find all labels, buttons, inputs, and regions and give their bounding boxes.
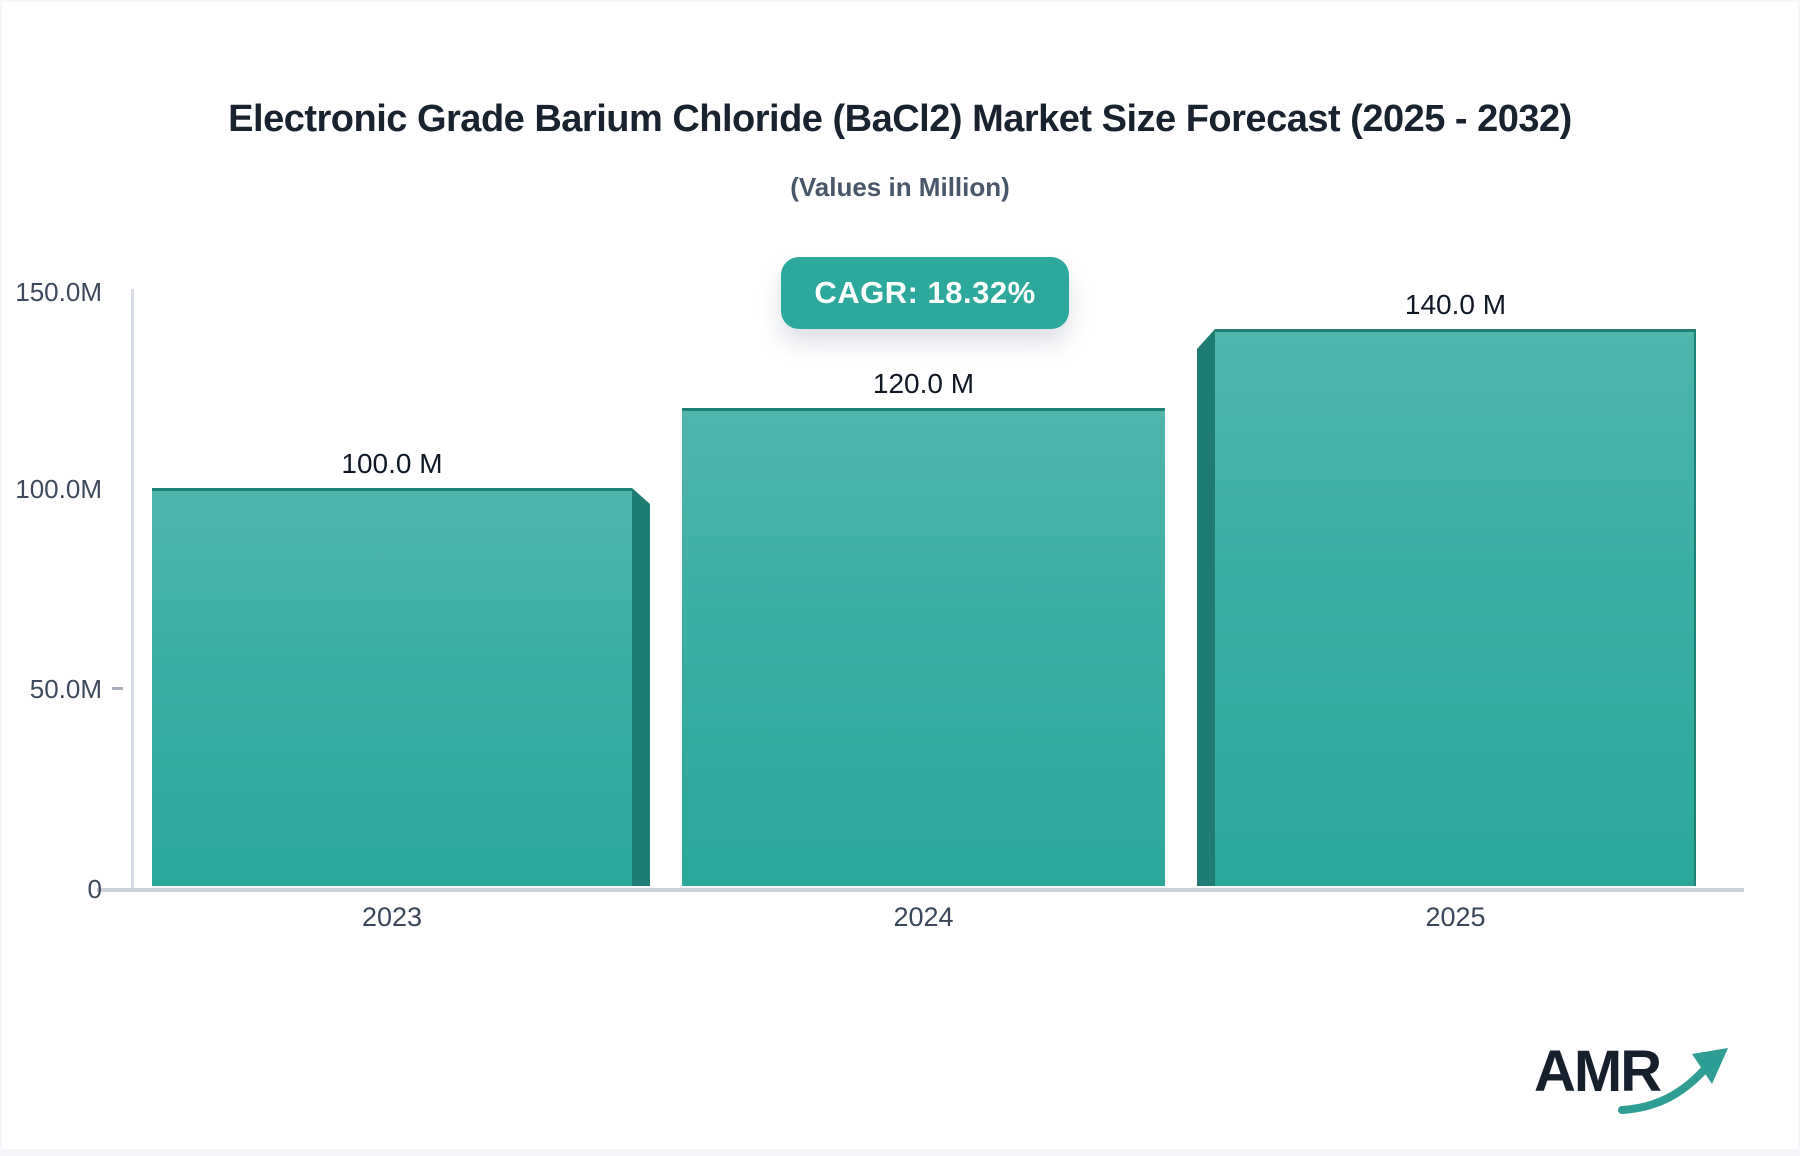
bar-2024[interactable] <box>682 408 1165 886</box>
chart-subtitle: (Values in Million) <box>790 172 1010 202</box>
y-tick-label-150m: 150.0M <box>15 277 102 307</box>
y-axis-tick <box>112 687 123 690</box>
y-tick-label-50m: 50.0M <box>29 674 102 704</box>
bar-value-label: 140.0 M <box>1404 289 1507 320</box>
x-tick-label-2025: 2025 <box>1425 902 1486 932</box>
chart-title: Electronic Grade Barium Chloride (BaCl2)… <box>228 98 1572 140</box>
bar-value-label: 100.0 M <box>341 448 443 479</box>
card-bottom-strip <box>2 1149 1798 1156</box>
y-axis-line <box>131 289 134 889</box>
cagr-badge: CAGR: 18.32% <box>781 257 1069 329</box>
y-tick-label-100m: 100.0M <box>15 474 102 504</box>
amr-logo: AMR <box>1534 1038 1728 1118</box>
bar-2025-3d-edge <box>1197 329 1215 886</box>
bar-2023[interactable] <box>152 488 632 886</box>
bar-value-label: 120.0 M <box>872 368 975 399</box>
x-tick-label-2024: 2024 <box>893 902 954 932</box>
bar-2023-3d-edge <box>632 488 650 886</box>
bar-2025[interactable] <box>1215 329 1696 886</box>
growth-arrow-icon <box>1618 1048 1728 1114</box>
y-tick-label-0: 0 <box>87 874 102 904</box>
amr-logo-text: AMR <box>1534 1039 1662 1104</box>
x-tick-label-2023: 2023 <box>361 902 423 932</box>
x-axis-line <box>97 888 1744 892</box>
